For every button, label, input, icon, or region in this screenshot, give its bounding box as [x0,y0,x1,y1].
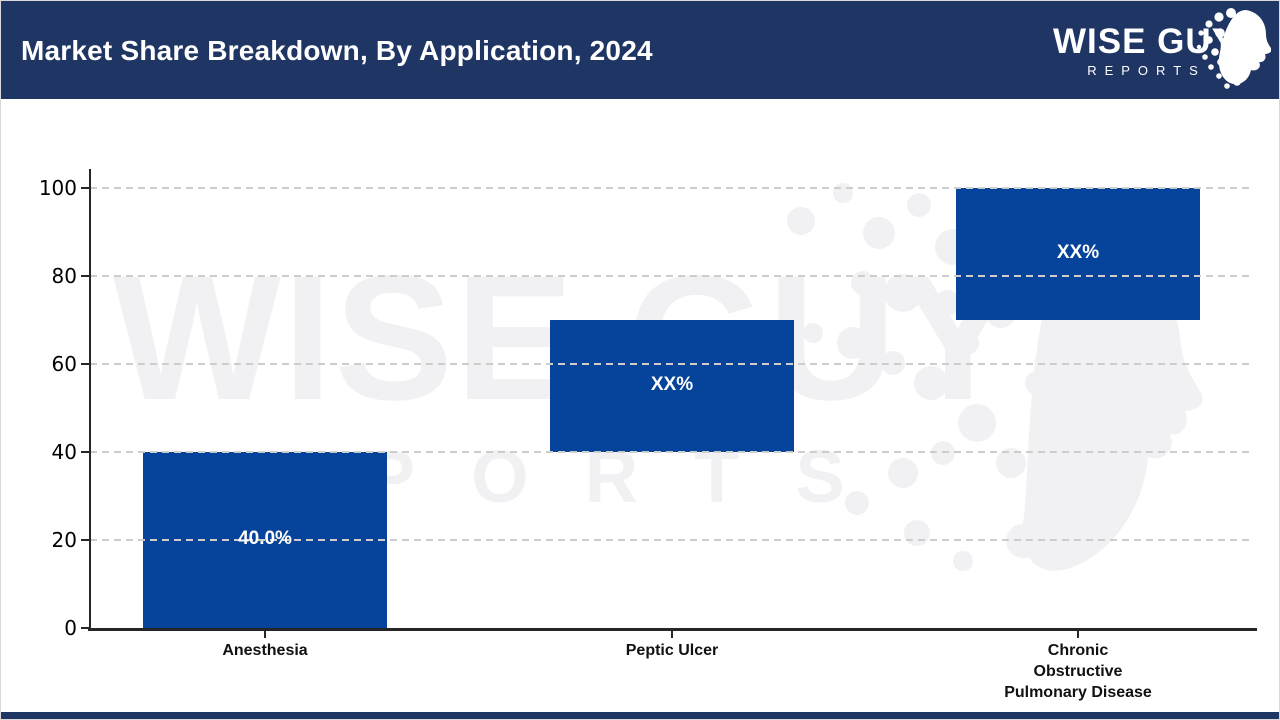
y-axis-line [89,169,91,630]
x-category-label-line: Obstructive [1033,663,1123,680]
x-category-label-line: Chronic [1047,642,1109,659]
x-category-label: Anesthesia [145,640,385,661]
y-tick-mark [81,275,89,277]
logo-line2: REPORTS [1087,63,1206,78]
gridline [90,275,1254,277]
x-tick-mark [671,631,673,638]
wise-guy-reports-logo: WISE GUY REPORTS [1023,5,1273,95]
bar-segment [956,188,1200,320]
logo-face-icon [1196,8,1271,89]
chart-title: Market Share Breakdown, By Application, … [21,35,653,66]
y-tick-label: 100 [38,176,77,200]
x-category-label-line: Anesthesia [222,642,308,659]
y-tick-label: 40 [51,440,77,464]
bar-value-label: XX% [1056,242,1100,263]
y-tick-mark [81,187,89,189]
x-category-label-line: Peptic Ulcer [625,642,719,659]
header-bar: Market Share Breakdown, By Application, … [1,1,1279,99]
logo-line1: WISE GUY [1053,22,1237,61]
y-tick-mark [81,363,89,365]
x-axis-line [88,628,1257,631]
y-tick-label: 60 [51,352,77,376]
bar-value-label: XX% [650,374,694,395]
bar-segment [550,320,794,452]
x-category-label: Peptic Ulcer [552,640,792,661]
x-category-label: Chronic Obstructive Pulmonary Disease [958,640,1198,703]
y-tick-label: 80 [51,264,77,288]
gridline [90,539,1254,541]
x-tick-mark [1077,631,1079,638]
gridline [90,187,1254,189]
gridline [90,451,1254,453]
bar-value-label: 40.0% [238,528,292,549]
y-tick-label: 20 [51,528,77,552]
y-tick-mark [81,539,89,541]
footer-bar [1,712,1279,719]
y-tick-label: 0 [64,616,77,640]
y-tick-mark [81,627,89,629]
y-tick-mark [81,451,89,453]
gridline [90,363,1254,365]
x-tick-mark [264,631,266,638]
x-category-label-line: Pulmonary Disease [1004,684,1152,701]
logo-wordmark: WISE GUY REPORTS [1053,22,1237,79]
